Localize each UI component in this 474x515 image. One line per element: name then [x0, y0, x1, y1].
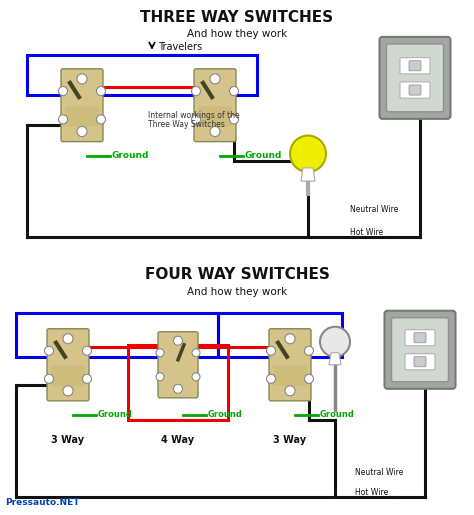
FancyBboxPatch shape [414, 333, 426, 343]
FancyBboxPatch shape [414, 357, 426, 367]
Circle shape [210, 74, 220, 84]
Bar [128, 345, 228, 420]
FancyBboxPatch shape [47, 329, 89, 401]
Circle shape [191, 87, 201, 96]
Text: Hot Wire: Hot Wire [355, 488, 388, 497]
Text: Ground: Ground [98, 410, 133, 419]
Text: Pressauto.NET: Pressauto.NET [5, 498, 80, 507]
FancyBboxPatch shape [409, 61, 421, 71]
Text: THREE WAY SWITCHES: THREE WAY SWITCHES [140, 10, 334, 25]
FancyBboxPatch shape [51, 366, 85, 386]
Circle shape [97, 115, 106, 124]
Circle shape [304, 346, 313, 355]
Text: Neutral Wire: Neutral Wire [350, 205, 398, 214]
FancyBboxPatch shape [273, 366, 307, 386]
FancyBboxPatch shape [392, 318, 448, 382]
Text: Ground: Ground [245, 151, 283, 160]
Text: 3 Way: 3 Way [273, 435, 307, 445]
FancyBboxPatch shape [269, 329, 311, 401]
FancyBboxPatch shape [198, 106, 232, 127]
Circle shape [320, 327, 350, 357]
Text: And how they work: And how they work [187, 287, 287, 297]
Text: Travelers: Travelers [158, 42, 202, 52]
Text: Hot Wire: Hot Wire [350, 228, 383, 237]
Circle shape [63, 334, 73, 344]
Circle shape [173, 336, 182, 345]
FancyBboxPatch shape [380, 37, 450, 119]
FancyBboxPatch shape [386, 44, 444, 112]
Bar [16, 313, 218, 357]
Circle shape [290, 135, 326, 172]
FancyBboxPatch shape [65, 106, 99, 127]
Bar [27, 55, 257, 95]
Circle shape [97, 87, 106, 96]
Circle shape [304, 374, 313, 383]
Polygon shape [329, 353, 341, 365]
Circle shape [63, 386, 73, 396]
Circle shape [82, 346, 91, 355]
Circle shape [229, 87, 238, 96]
Text: FOUR WAY SWITCHES: FOUR WAY SWITCHES [145, 267, 329, 282]
Circle shape [156, 373, 164, 381]
FancyBboxPatch shape [194, 69, 236, 142]
Circle shape [58, 87, 67, 96]
Circle shape [156, 349, 164, 357]
Text: Ground: Ground [320, 410, 355, 419]
Circle shape [192, 373, 200, 381]
FancyBboxPatch shape [400, 82, 430, 98]
Circle shape [210, 127, 220, 136]
Circle shape [266, 346, 275, 355]
Polygon shape [301, 168, 315, 181]
Bar [218, 313, 342, 357]
Text: Three Way Switches: Three Way Switches [148, 120, 225, 129]
Circle shape [229, 115, 238, 124]
Text: 3 Way: 3 Way [52, 435, 84, 445]
Text: Internal workings of the: Internal workings of the [148, 111, 240, 120]
Circle shape [82, 374, 91, 383]
FancyBboxPatch shape [158, 332, 198, 398]
Circle shape [173, 384, 182, 393]
Circle shape [285, 334, 295, 344]
Circle shape [191, 115, 201, 124]
Circle shape [77, 74, 87, 84]
Circle shape [58, 115, 67, 124]
FancyBboxPatch shape [405, 330, 435, 346]
FancyBboxPatch shape [400, 58, 430, 74]
Text: Neutral Wire: Neutral Wire [355, 469, 403, 477]
Text: Ground: Ground [112, 151, 149, 160]
Text: And how they work: And how they work [187, 29, 287, 39]
Circle shape [266, 374, 275, 383]
FancyBboxPatch shape [409, 85, 421, 95]
Text: Ground: Ground [208, 410, 243, 419]
Circle shape [285, 386, 295, 396]
Circle shape [77, 127, 87, 136]
Circle shape [192, 349, 200, 357]
Circle shape [45, 374, 54, 383]
FancyBboxPatch shape [384, 311, 456, 389]
FancyBboxPatch shape [405, 354, 435, 370]
Circle shape [45, 346, 54, 355]
Text: 4 Way: 4 Way [162, 435, 194, 445]
FancyBboxPatch shape [61, 69, 103, 142]
